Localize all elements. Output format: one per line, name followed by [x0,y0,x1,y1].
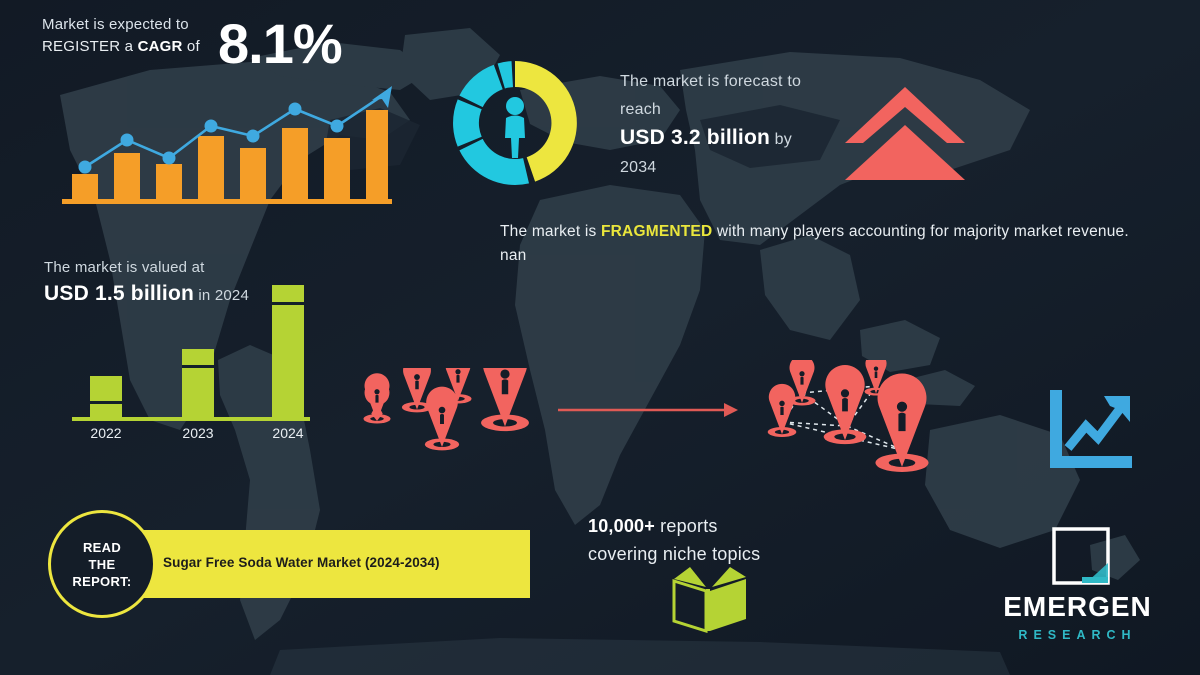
cagr-line1: Market is expected to [42,16,189,33]
growth-trend-markers [78,102,344,174]
fragmented-statement: The market is FRAGMENTED with many playe… [500,220,1140,268]
report-title-label: Sugar Free Soda Water Market (2024-2034) [163,555,440,570]
reports-count-caption: 10,000+ reports covering niche topics [588,512,848,568]
read-report-line3: REPORT: [72,573,132,589]
emergen-logo-mark [1052,527,1110,585]
connected-market-pins [752,353,952,480]
donut-segment-cyan-3 [459,64,503,108]
cagr-line2-a: REGISTER a [42,38,138,55]
fragmented-highlight: FRAGMENTED [601,223,713,240]
valuation-bar-chart: 2022 2023 2024 [72,275,317,445]
read-report-button[interactable]: READ THE REPORT: [48,510,156,618]
growth-bars [72,110,388,200]
forecast-suffix: by [770,131,792,148]
chevron-up-outline-icon [845,87,965,143]
upward-chevrons-icon [843,85,968,180]
valuation-bar-2023 [182,349,214,417]
market-share-donut [440,45,590,200]
cagr-keyword: CAGR [137,38,183,55]
donut-segment-yellow [515,61,577,182]
forecast-year: 2034 [620,159,657,176]
donut-segment-cyan-1 [459,138,529,185]
fragmented-pre: The market is [500,223,601,240]
forecast-line2: reach [620,101,662,118]
map-pin-icon [401,356,433,413]
cagr-caption: Market is expected to REGISTER a CAGR of [42,14,372,58]
map-pin-icon [481,342,529,432]
open-book-icon [672,565,750,634]
brand-name: EMERGEN [1003,591,1152,622]
donut-segment-cyan-4 [497,61,513,89]
growth-baseline [62,199,392,204]
chevron-up-solid-icon [845,125,965,180]
valuation-xtick-2022: 2022 [90,425,121,441]
map-pin-icon [767,383,797,437]
forecast-caption: The market is forecast to reach USD 3.2 … [620,68,890,182]
fragmented-post: with many players accounting for majorit… [500,223,1129,264]
read-report-line1: READ [82,539,122,555]
growth-chart-icon [1046,388,1134,472]
map-pin-icon [363,373,391,424]
cagr-value: 8.1% [218,12,343,75]
valuation-line1: The market is valued at [44,259,205,276]
growth-bar-chart [62,78,392,208]
person-icon [505,97,525,158]
brand-subtitle: RESEARCH [1018,628,1137,642]
reports-count-number: 10,000+ [588,516,655,536]
valuation-bar-2024 [272,285,304,417]
donut-segment-cyan-2 [453,99,482,147]
forecast-value: USD 3.2 billion [620,126,771,149]
read-report-line2: THE [88,556,116,572]
consolidation-arrow-icon [558,398,738,422]
valuation-xtick-2023: 2023 [182,425,213,441]
map-pin-icon [424,386,460,451]
reports-count-text-b: covering niche topics [588,544,761,564]
valuation-value: USD 1.5 billion [44,282,195,305]
scattered-market-pins [355,342,545,473]
forecast-line1: The market is forecast to [620,73,802,90]
map-pin-icon [875,373,929,472]
cagr-line2-c: of [182,38,200,55]
valuation-bar-2022 [90,376,122,417]
valuation-suffix: in 2024 [194,287,250,304]
reports-count-text-a: reports [654,516,718,536]
map-pin-icon [823,364,867,445]
read-report-banner[interactable] [105,530,530,598]
growth-trend-line [84,94,383,169]
valuation-caption: The market is valued at USD 1.5 billion … [44,255,344,309]
valuation-baseline [72,417,310,421]
growth-arrow-icon [372,86,392,108]
valuation-xtick-2024: 2024 [272,425,303,441]
map-pin-icon [788,355,816,406]
